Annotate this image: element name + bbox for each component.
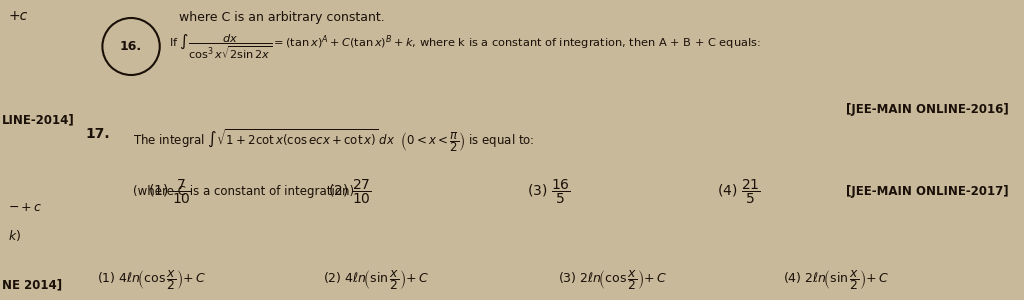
Text: $k)$: $k)$: [8, 228, 22, 243]
Text: 16.: 16.: [120, 40, 142, 53]
Text: (1) $\dfrac{7}{10}$: (1) $\dfrac{7}{10}$: [148, 178, 193, 206]
Text: +c: +c: [8, 9, 28, 23]
Text: (4) $\dfrac{21}{5}$: (4) $\dfrac{21}{5}$: [717, 178, 761, 206]
Text: 17.: 17.: [85, 128, 110, 142]
Text: $-+c$: $-+c$: [8, 201, 43, 214]
Text: (3) $2\ell n\!\left(\cos\dfrac{x}{2}\right)\!+C$: (3) $2\ell n\!\left(\cos\dfrac{x}{2}\rig…: [558, 268, 668, 292]
Text: (where C is a constant of integration): (where C is a constant of integration): [133, 184, 354, 197]
Text: NE 2014]: NE 2014]: [2, 278, 62, 291]
Text: LINE-2014]: LINE-2014]: [2, 113, 75, 127]
Text: (3) $\dfrac{16}{5}$: (3) $\dfrac{16}{5}$: [527, 178, 571, 206]
Text: (2) $\dfrac{27}{10}$: (2) $\dfrac{27}{10}$: [328, 178, 372, 206]
Text: (1) $4\ell n\!\left(\cos\dfrac{x}{2}\right)\!+C$: (1) $4\ell n\!\left(\cos\dfrac{x}{2}\rig…: [97, 268, 207, 292]
Text: (4) $2\ell n\!\left(\sin\dfrac{x}{2}\right)\!+C$: (4) $2\ell n\!\left(\sin\dfrac{x}{2}\rig…: [783, 268, 890, 292]
Text: [JEE-MAIN ONLINE-2016]: [JEE-MAIN ONLINE-2016]: [846, 103, 1009, 116]
Text: (2) $4\ell n\!\left(\sin\dfrac{x}{2}\right)\!+C$: (2) $4\ell n\!\left(\sin\dfrac{x}{2}\rig…: [323, 268, 429, 292]
Text: If $\int\dfrac{dx}{\cos^3 x\sqrt{2\sin 2x}}=(\tan x)^A+C(\tan x)^B+k$, where k i: If $\int\dfrac{dx}{\cos^3 x\sqrt{2\sin 2…: [169, 32, 761, 61]
Text: where C is an arbitrary constant.: where C is an arbitrary constant.: [179, 11, 385, 23]
Text: [JEE-MAIN ONLINE-2017]: [JEE-MAIN ONLINE-2017]: [846, 184, 1009, 197]
Text: The integral $\int\sqrt{1+2\cot x(\cos ecx+\cot x)}\,dx$  $\left(0<x<\dfrac{\pi}: The integral $\int\sqrt{1+2\cot x(\cos e…: [133, 128, 535, 154]
